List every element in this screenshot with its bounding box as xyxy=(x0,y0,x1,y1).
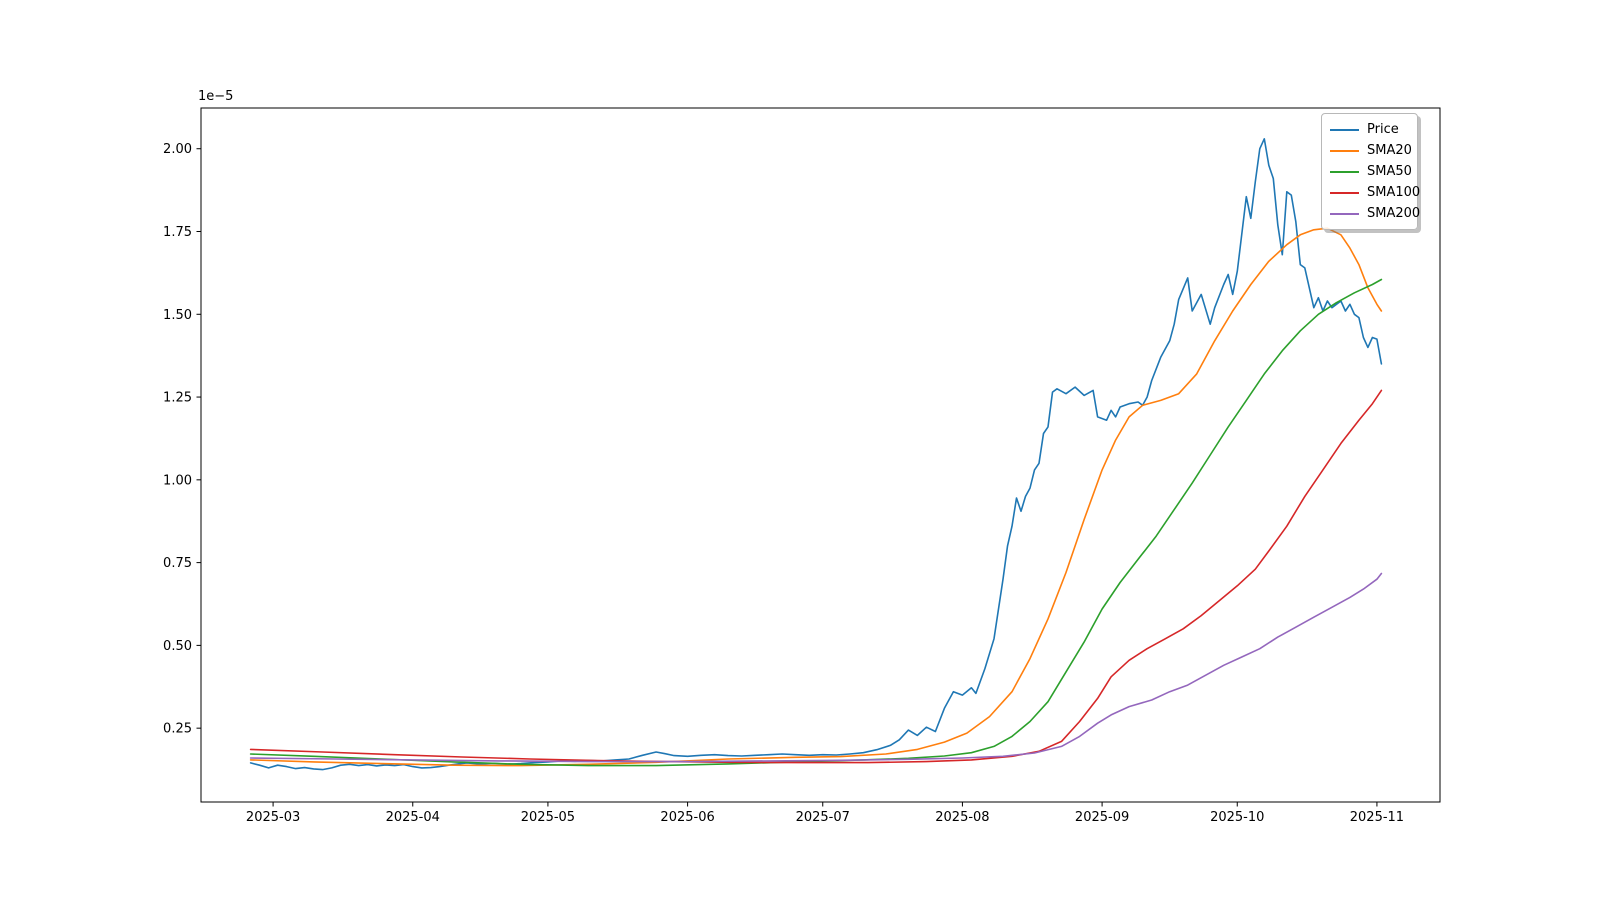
y-tick-label: 2.00 xyxy=(163,142,192,157)
legend-label: SMA200 xyxy=(1367,206,1421,221)
price-line-swatch xyxy=(1330,128,1359,131)
legend-label: SMA100 xyxy=(1367,185,1421,200)
y-tick-label: 1.75 xyxy=(163,225,192,240)
y-tick-label: 0.25 xyxy=(163,722,192,737)
legend-label: Price xyxy=(1367,122,1399,137)
series-line-sma200 xyxy=(249,572,1383,763)
x-tick-label: 2025-11 xyxy=(1350,810,1404,825)
y-tick-label: 0.75 xyxy=(163,556,192,571)
axes-spines xyxy=(200,107,1441,803)
legend-entry-sma50: SMA50 xyxy=(1330,161,1412,182)
x-tick-label: 2025-10 xyxy=(1210,810,1264,825)
x-tick-label: 2025-03 xyxy=(246,810,300,825)
series-line-price xyxy=(249,138,1383,771)
legend-entry-sma100: SMA100 xyxy=(1330,182,1420,203)
y-tick-label: 1.50 xyxy=(163,308,192,323)
series-line-sma100 xyxy=(249,389,1383,764)
series-line-sma20 xyxy=(249,227,1383,767)
y-tick-label: 1.25 xyxy=(163,391,192,406)
x-tick-label: 2025-06 xyxy=(660,810,714,825)
legend-entry-price: Price xyxy=(1330,119,1410,140)
sma200-line-swatch xyxy=(1330,212,1359,215)
x-tick-label: 2025-07 xyxy=(796,810,850,825)
y-tick-label: 1.00 xyxy=(163,473,192,488)
x-tick-label: 2025-09 xyxy=(1075,810,1129,825)
sma20-line-swatch xyxy=(1330,149,1359,152)
sma50-line-swatch xyxy=(1330,170,1359,173)
x-tick-label: 2025-08 xyxy=(935,810,989,825)
series-line-sma50 xyxy=(249,278,1383,767)
x-tick-label: 2025-04 xyxy=(386,810,440,825)
legend-entry-sma200: SMA200 xyxy=(1330,203,1420,224)
y-axis-offset-text: 1e−5 xyxy=(198,89,233,104)
y-tick-label: 0.50 xyxy=(163,639,192,654)
chart-legend: Price SMA20 SMA50 SMA100 SMA200 xyxy=(1321,113,1420,230)
x-tick-label: 2025-05 xyxy=(521,810,575,825)
legend-label: SMA20 xyxy=(1367,143,1412,158)
legend-label: SMA50 xyxy=(1367,164,1412,179)
y-axis: 0.25 0.50 0.75 1.00 1.25 1.50 1.75 2.00 xyxy=(163,142,201,737)
legend-entry-sma20: SMA20 xyxy=(1330,140,1412,161)
x-axis: 2025-03 2025-04 2025-05 2025-06 2025-07 2025-… xyxy=(246,802,1404,825)
sma100-line-swatch xyxy=(1330,191,1359,194)
